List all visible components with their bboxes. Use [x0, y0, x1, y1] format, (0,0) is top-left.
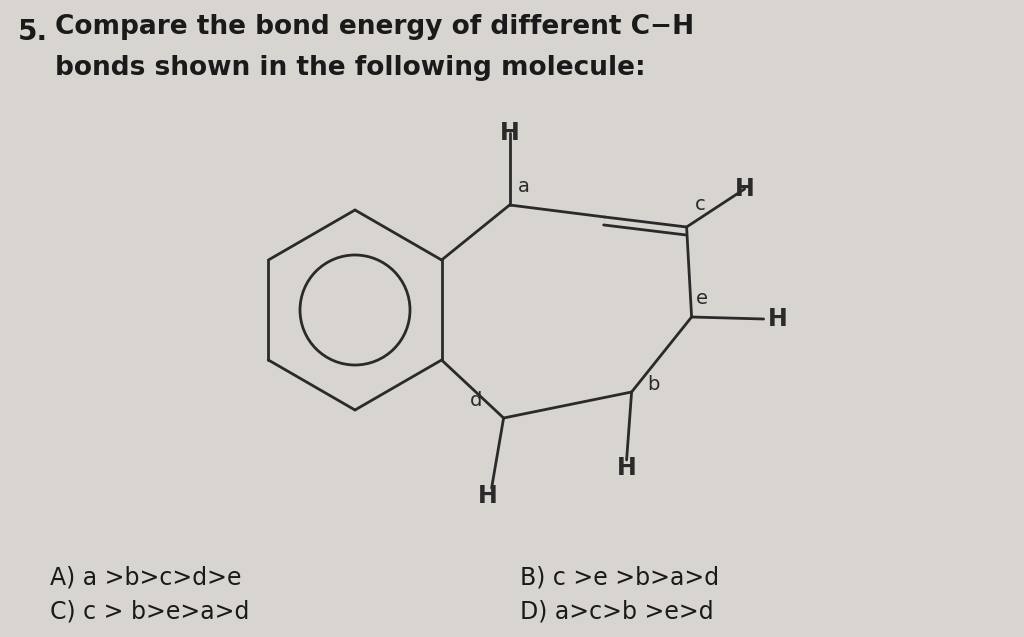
Text: H: H [735, 177, 755, 201]
Text: 5.: 5. [18, 18, 48, 46]
Text: b: b [647, 375, 659, 394]
Text: D) a>c>b >e>d: D) a>c>b >e>d [520, 600, 714, 624]
Text: e: e [695, 289, 708, 308]
Text: bonds shown in the following molecule:: bonds shown in the following molecule: [55, 55, 645, 81]
Text: H: H [616, 456, 637, 480]
Text: c: c [695, 196, 706, 215]
Text: A) a >b>c>d>e: A) a >b>c>d>e [50, 565, 242, 589]
Text: a: a [518, 178, 529, 196]
Text: H: H [478, 484, 498, 508]
Text: B) c >e >b>a>d: B) c >e >b>a>d [520, 565, 719, 589]
Text: Compare the bond energy of different C−H: Compare the bond energy of different C−H [55, 14, 694, 40]
Text: H: H [500, 121, 519, 145]
Text: C) c > b>e>a>d: C) c > b>e>a>d [50, 600, 250, 624]
Text: H: H [768, 307, 787, 331]
Text: d: d [469, 390, 481, 410]
